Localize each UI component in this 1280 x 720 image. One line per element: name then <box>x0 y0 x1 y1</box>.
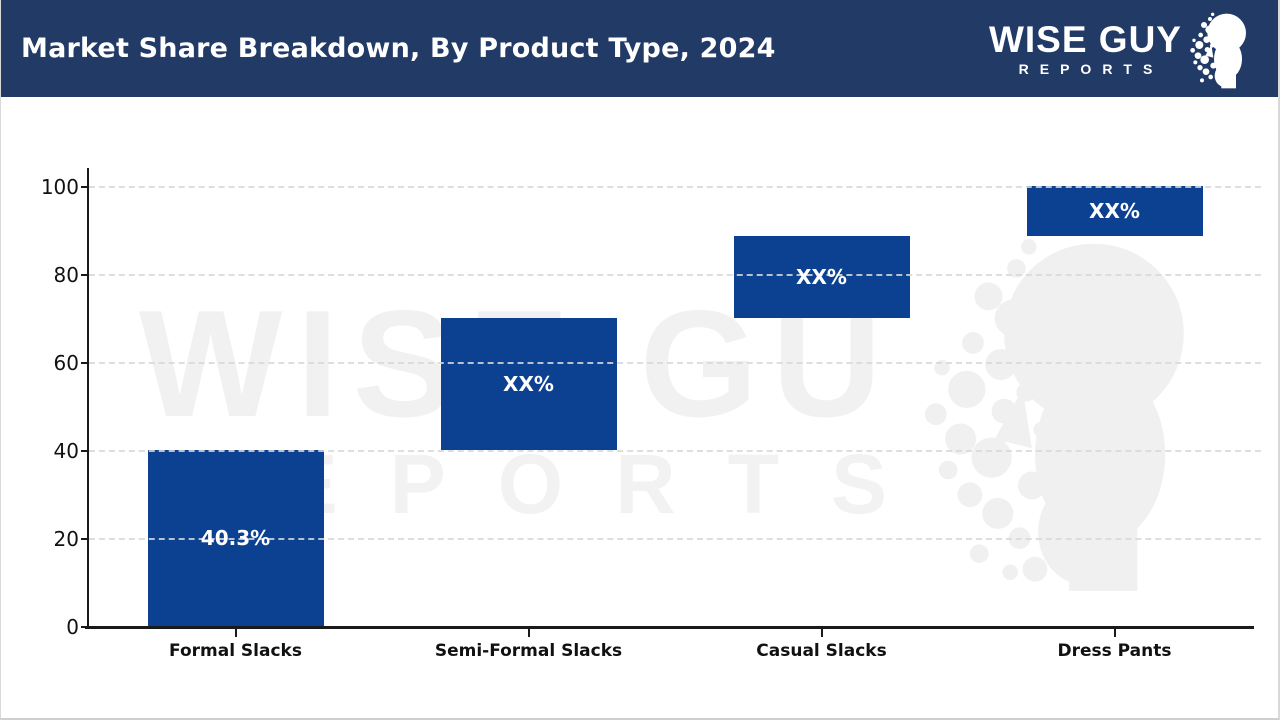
x-tick-mark-semi-formal-slacks <box>527 629 530 637</box>
y-tick-label-20: 20 <box>53 527 79 551</box>
bar-casual-slacks <box>733 236 910 318</box>
y-tick-mark-100 <box>81 186 89 188</box>
bar-value-label-dress-pants: XX% <box>1089 198 1140 223</box>
bar-dress-pants <box>1026 185 1203 237</box>
x-axis-spine <box>85 626 1254 629</box>
y-tick-mark-60 <box>81 362 89 364</box>
x-category-label-semi-formal-slacks: Semi-Formal Slacks <box>434 641 623 661</box>
gridline-80 <box>89 274 1261 276</box>
wiseguy-logo: WISE GUY REPORTS <box>989 9 1250 89</box>
x-tick-mark-formal-slacks <box>234 629 237 637</box>
x-category-label-formal-slacks: Formal Slacks <box>169 641 302 661</box>
x-tick-mark-dress-pants <box>1113 629 1116 637</box>
y-tick-label-60: 60 <box>53 351 79 375</box>
gridline-20 <box>89 538 1261 540</box>
y-tick-label-100: 100 <box>40 175 79 199</box>
logo-subtitle: REPORTS <box>1018 61 1164 77</box>
bar-value-label-formal-slacks: 40.3% <box>200 526 271 551</box>
x-category-label-dress-pants: Dress Pants <box>1057 641 1172 661</box>
y-tick-mark-80 <box>81 274 89 276</box>
watermark-face-logo <box>924 239 1184 591</box>
y-tick-mark-20 <box>81 538 89 540</box>
y-tick-label-40: 40 <box>53 439 79 463</box>
gridline-60 <box>89 362 1261 364</box>
header: Market Share Breakdown, By Product Type,… <box>1 0 1278 97</box>
y-tick-label-0: 0 <box>66 615 79 639</box>
x-category-label-casual-slacks: Casual Slacks <box>756 641 887 661</box>
page-title: Market Share Breakdown, By Product Type,… <box>21 33 776 64</box>
logo-face-icon <box>1190 12 1246 88</box>
bar-semi-formal-slacks <box>440 317 617 450</box>
wiseguy-logo-text: WISE GUY REPORTS <box>989 21 1182 76</box>
x-tick-mark-casual-slacks <box>820 629 823 637</box>
y-axis-spine <box>87 168 89 629</box>
bar-value-label-casual-slacks: XX% <box>796 264 847 289</box>
gridline-100 <box>89 186 1261 188</box>
bar-value-label-semi-formal-slacks: XX% <box>503 371 554 396</box>
gridline-40 <box>89 450 1261 452</box>
logo-wordmark: WISE GUY <box>988 19 1182 60</box>
y-tick-mark-40 <box>81 450 89 452</box>
y-tick-label-80: 80 <box>53 263 79 287</box>
